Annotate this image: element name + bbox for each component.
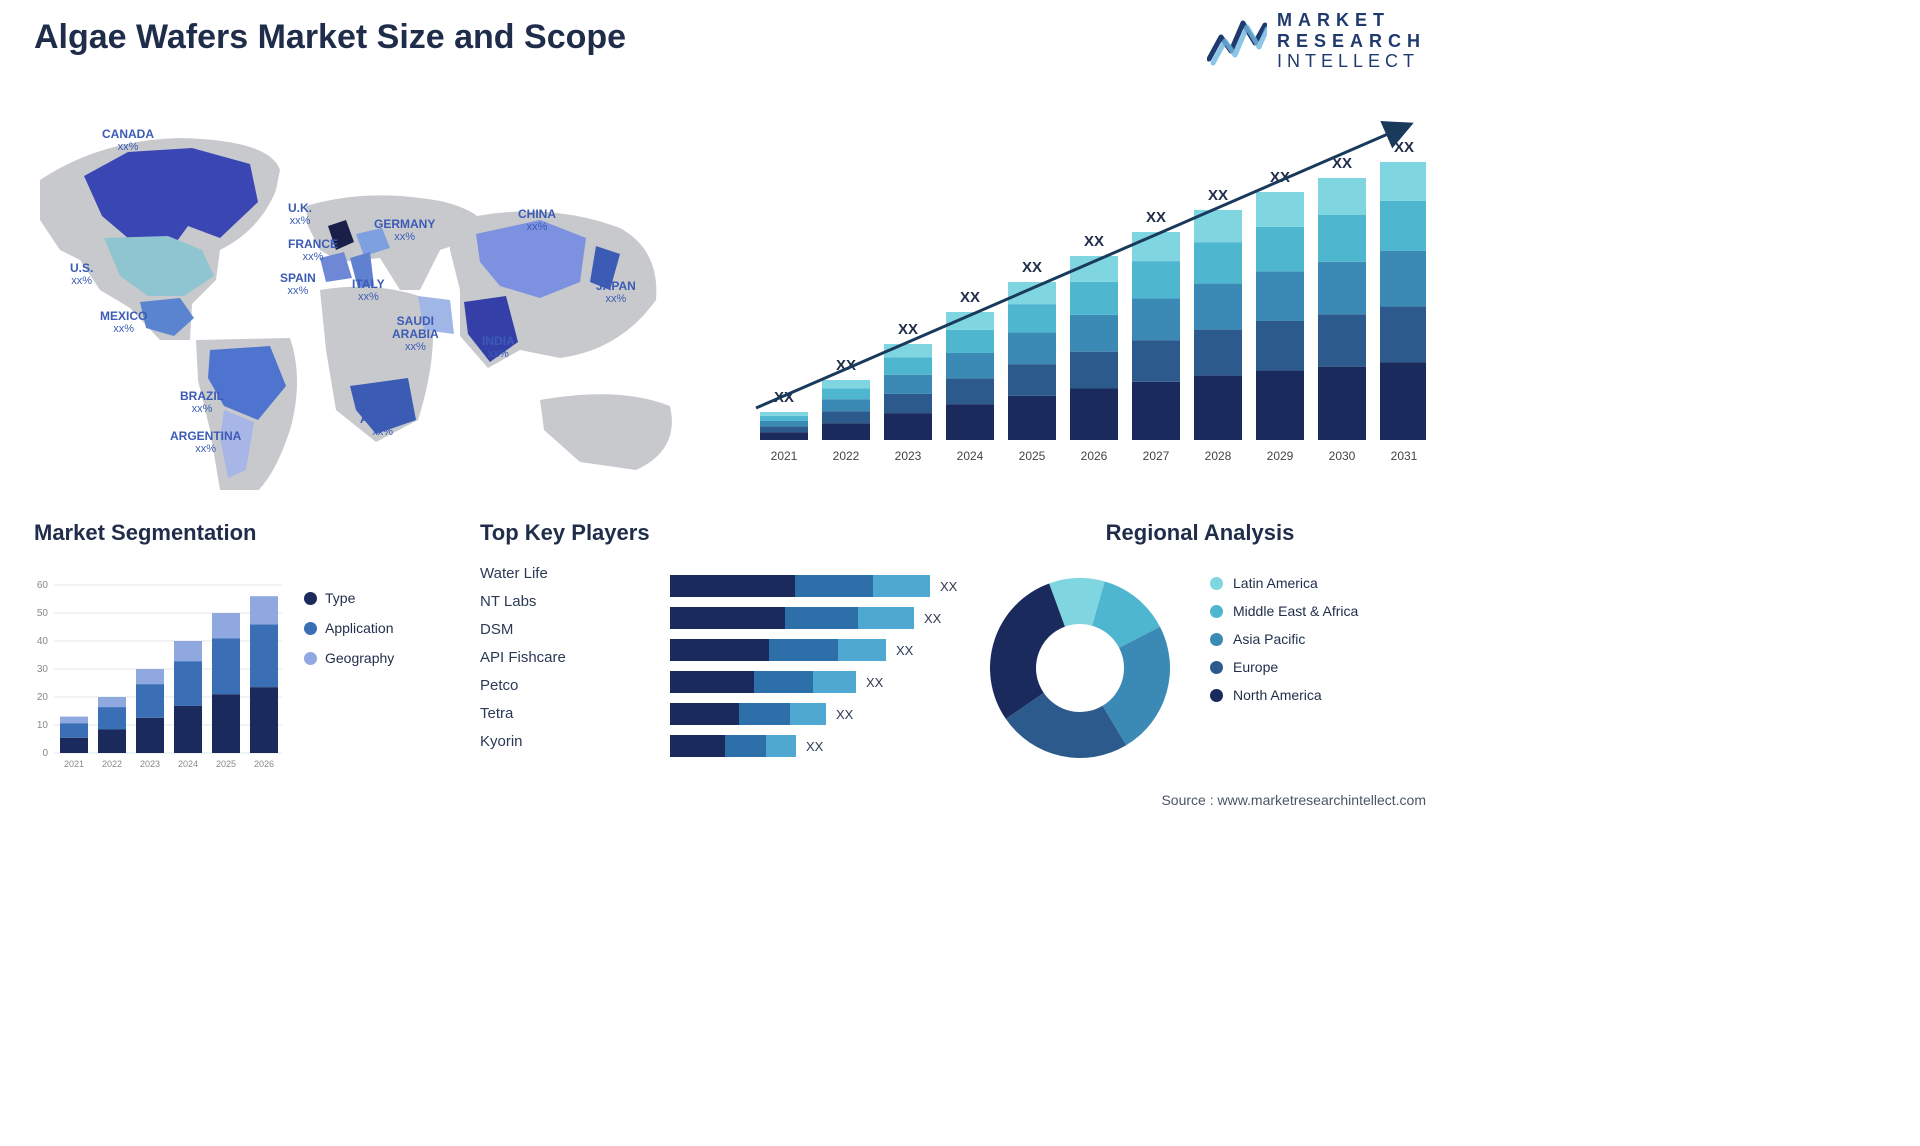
legend-item: Geography	[304, 650, 394, 666]
world-map: CANADAxx% U.S.xx% MEXICOxx% BRAZILxx% ARGENT…	[20, 90, 700, 490]
player-bar: XX	[670, 735, 990, 757]
player-name: Tetra	[480, 705, 566, 722]
svg-text:2027: 2027	[1143, 449, 1170, 463]
regional-panel: Regional Analysis Latin America Middle Ea…	[980, 520, 1420, 780]
svg-text:2026: 2026	[1081, 449, 1108, 463]
svg-text:50: 50	[37, 608, 49, 619]
svg-text:20: 20	[37, 692, 49, 703]
segmentation-title: Market Segmentation	[34, 520, 444, 546]
players-bars: XX XX XX XX XX XX	[670, 575, 990, 775]
logo-icon	[1207, 15, 1267, 67]
players-panel: Top Key Players Water Life NT Labs DSM API …	[480, 520, 960, 780]
player-bar: XX	[670, 671, 990, 693]
segmentation-legend: Type Application Geography	[304, 590, 394, 680]
svg-text:XX: XX	[1394, 139, 1414, 156]
svg-text:60: 60	[37, 580, 49, 591]
players-title: Top Key Players	[480, 520, 960, 546]
svg-text:2022: 2022	[833, 449, 860, 463]
map-country-label: CANADAxx%	[102, 128, 154, 153]
map-country-label: CHINAxx%	[518, 208, 556, 233]
svg-text:2030: 2030	[1329, 449, 1356, 463]
logo-text: MARKET RESEARCH INTELLECT	[1277, 10, 1426, 72]
svg-text:XX: XX	[960, 289, 980, 306]
brand-logo: MARKET RESEARCH INTELLECT	[1207, 10, 1426, 72]
svg-text:30: 30	[37, 664, 49, 675]
svg-text:2025: 2025	[1019, 449, 1046, 463]
svg-text:2028: 2028	[1205, 449, 1232, 463]
svg-text:XX: XX	[1022, 259, 1042, 276]
svg-text:10: 10	[37, 720, 49, 731]
svg-text:2023: 2023	[895, 449, 922, 463]
svg-text:2025: 2025	[216, 759, 236, 769]
svg-text:2026: 2026	[254, 759, 274, 769]
svg-text:2022: 2022	[102, 759, 122, 769]
player-bar: XX	[670, 703, 990, 725]
svg-text:2023: 2023	[140, 759, 160, 769]
player-name: API Fishcare	[480, 649, 566, 666]
svg-text:2029: 2029	[1267, 449, 1294, 463]
svg-text:XX: XX	[1208, 187, 1228, 204]
svg-text:40: 40	[37, 636, 49, 647]
map-country-label: BRAZILxx%	[180, 390, 224, 415]
player-bar: XX	[670, 639, 990, 661]
legend-item: Application	[304, 620, 394, 636]
player-name: Kyorin	[480, 733, 566, 750]
source-text: Source : www.marketresearchintellect.com	[1161, 792, 1426, 808]
legend-item: Type	[304, 590, 394, 606]
legend-item: Middle East & Africa	[1210, 603, 1358, 619]
regional-legend: Latin America Middle East & Africa Asia Pa…	[1210, 575, 1358, 715]
legend-item: Asia Pacific	[1210, 631, 1358, 647]
regional-title: Regional Analysis	[980, 520, 1420, 546]
map-country-label: GERMANYxx%	[374, 218, 435, 243]
map-country-label: MEXICOxx%	[100, 310, 147, 335]
map-country-label: SPAINxx%	[280, 272, 316, 297]
svg-text:0: 0	[42, 748, 48, 759]
players-list: Water Life NT Labs DSM API Fishcare Petco Tet…	[480, 565, 566, 761]
svg-text:2024: 2024	[178, 759, 198, 769]
map-country-label: ARGENTINAxx%	[170, 430, 241, 455]
player-bar: XX	[670, 607, 990, 629]
map-country-label: INDIAxx%	[482, 335, 515, 360]
page-title: Algae Wafers Market Size and Scope	[34, 18, 626, 57]
svg-text:2024: 2024	[957, 449, 984, 463]
map-country-label: U.K.xx%	[288, 202, 312, 227]
map-country-label: ITALYxx%	[352, 278, 385, 303]
player-name: Water Life	[480, 565, 566, 582]
legend-item: North America	[1210, 687, 1358, 703]
legend-item: Europe	[1210, 659, 1358, 675]
map-country-label: FRANCExx%	[288, 238, 338, 263]
map-country-label: SAUDIARABIAxx%	[392, 315, 439, 353]
map-country-label: U.S.xx%	[70, 262, 93, 287]
svg-text:XX: XX	[1084, 233, 1104, 250]
svg-text:2021: 2021	[771, 449, 798, 463]
svg-text:XX: XX	[1146, 209, 1166, 226]
growth-bar-chart: XX 2021 XX 2022 XX 2023 XX 2024 XX 2025 XX 2026 XX 20…	[746, 120, 1426, 480]
svg-text:2021: 2021	[64, 759, 84, 769]
map-country-label: JAPANxx%	[596, 280, 636, 305]
map-country-label: SOUTHAFRICAxx%	[360, 400, 405, 438]
legend-item: Latin America	[1210, 575, 1358, 591]
player-bar: XX	[670, 575, 990, 597]
player-name: DSM	[480, 621, 566, 638]
segmentation-panel: Market Segmentation 0 10 20 30 40 50 60 2021 202…	[34, 520, 444, 780]
player-name: Petco	[480, 677, 566, 694]
player-name: NT Labs	[480, 593, 566, 610]
svg-text:2031: 2031	[1391, 449, 1418, 463]
svg-text:XX: XX	[898, 321, 918, 338]
